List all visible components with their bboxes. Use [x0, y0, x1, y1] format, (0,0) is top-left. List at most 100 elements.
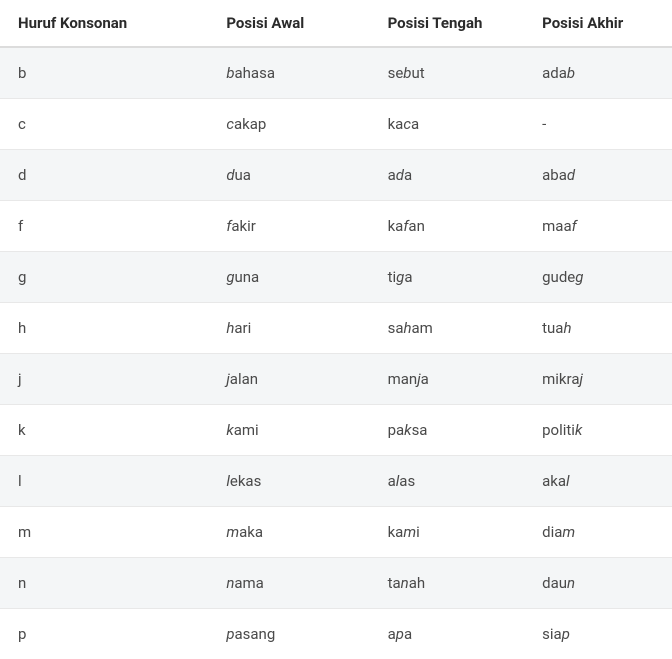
- cell-tengah-post: a: [421, 370, 429, 388]
- cell-konsonan: n: [0, 558, 208, 609]
- cell-tengah: tanah: [370, 558, 525, 609]
- cell-akhir: daun: [524, 558, 672, 609]
- cell-akhir-em: n: [567, 574, 575, 592]
- cell-tengah-post: as: [399, 472, 415, 490]
- konsonan-letter: g: [18, 268, 26, 286]
- cell-konsonan: k: [0, 405, 208, 456]
- table-body: bbahasasebutadabccakapkaca-dduaadaabadff…: [0, 47, 672, 659]
- cell-akhir-pre: sia: [542, 625, 562, 643]
- cell-akhir-pre: ada: [542, 64, 567, 82]
- cell-akhir: adab: [524, 47, 672, 99]
- cell-awal-post: ahasa: [235, 64, 275, 82]
- konsonan-letter: n: [18, 574, 26, 592]
- cell-akhir-em: h: [563, 319, 571, 337]
- cell-akhir: -: [524, 99, 672, 150]
- konsonan-letter: c: [18, 115, 26, 133]
- cell-awal-post: ari: [234, 319, 251, 337]
- cell-akhir-pre: mikra: [542, 370, 579, 388]
- cell-akhir-em: g: [575, 268, 583, 286]
- table-row: hharisahamtuah: [0, 303, 672, 354]
- cell-konsonan: m: [0, 507, 208, 558]
- cell-awal: dua: [208, 150, 369, 201]
- cell-tengah-pre: ti: [388, 268, 397, 286]
- cell-akhir: siap: [524, 609, 672, 659]
- cell-awal: guna: [208, 252, 369, 303]
- table-row: jjalanmanjamikraj: [0, 354, 672, 405]
- cell-akhir: politik: [524, 405, 672, 456]
- consonant-table: Huruf Konsonan Posisi Awal Posisi Tengah…: [0, 0, 672, 659]
- cell-tengah-pre: man: [388, 370, 418, 388]
- cell-tengah-em: k: [404, 421, 411, 439]
- cell-awal-em: c: [226, 115, 234, 133]
- cell-awal-post: una: [235, 268, 260, 286]
- cell-awal-post: ua: [235, 166, 251, 184]
- cell-tengah-post: a: [404, 268, 412, 286]
- cell-akhir-em: f: [572, 217, 577, 235]
- cell-tengah-em: p: [396, 625, 404, 643]
- col-header-awal: Posisi Awal: [208, 0, 369, 47]
- cell-konsonan: d: [0, 150, 208, 201]
- cell-konsonan: b: [0, 47, 208, 99]
- konsonan-letter: b: [18, 64, 26, 82]
- cell-tengah-em: n: [401, 574, 409, 592]
- cell-tengah-pre: ta: [388, 574, 401, 592]
- cell-tengah-pre: pa: [388, 421, 405, 439]
- cell-akhir-pre: -: [542, 115, 546, 133]
- cell-awal: lekas: [208, 456, 369, 507]
- cell-tengah: alas: [370, 456, 525, 507]
- cell-tengah-pre: ka: [388, 523, 404, 541]
- konsonan-letter: f: [18, 217, 23, 235]
- table-row: ffakirkafanmaaf: [0, 201, 672, 252]
- cell-akhir-em: d: [567, 166, 575, 184]
- cell-awal: pasang: [208, 609, 369, 659]
- konsonan-letter: j: [18, 370, 22, 388]
- cell-awal: maka: [208, 507, 369, 558]
- cell-tengah: saham: [370, 303, 525, 354]
- col-header-konsonan: Huruf Konsonan: [0, 0, 208, 47]
- cell-awal-em: p: [226, 625, 234, 643]
- cell-awal: cakap: [208, 99, 369, 150]
- cell-konsonan: f: [0, 201, 208, 252]
- cell-tengah-em: h: [403, 319, 411, 337]
- cell-tengah-pre: a: [388, 472, 396, 490]
- cell-akhir-pre: dau: [542, 574, 567, 592]
- cell-konsonan: h: [0, 303, 208, 354]
- col-header-akhir: Posisi Akhir: [524, 0, 672, 47]
- cell-akhir: gudeg: [524, 252, 672, 303]
- cell-awal-em: d: [226, 166, 234, 184]
- table-row: dduaadaabad: [0, 150, 672, 201]
- cell-awal-post: aka: [239, 523, 263, 541]
- cell-akhir-em: k: [575, 421, 582, 439]
- cell-tengah-em: m: [403, 523, 416, 541]
- konsonan-letter: d: [18, 166, 26, 184]
- cell-tengah-em: d: [396, 166, 404, 184]
- table-row: ccakapkaca-: [0, 99, 672, 150]
- cell-tengah: kami: [370, 507, 525, 558]
- table-row: ppasangapasiap: [0, 609, 672, 659]
- cell-akhir-em: b: [567, 64, 575, 82]
- konsonan-letter: l: [18, 472, 22, 490]
- cell-akhir: akal: [524, 456, 672, 507]
- cell-tengah: kaca: [370, 99, 525, 150]
- cell-awal-post: ami: [234, 421, 259, 439]
- cell-akhir-em: p: [562, 625, 570, 643]
- cell-tengah: paksa: [370, 405, 525, 456]
- cell-awal-em: k: [226, 421, 233, 439]
- cell-tengah-post: sa: [412, 421, 428, 439]
- konsonan-letter: h: [18, 319, 26, 337]
- cell-konsonan: l: [0, 456, 208, 507]
- konsonan-letter: k: [18, 421, 26, 439]
- table-container: Huruf Konsonan Posisi Awal Posisi Tengah…: [0, 0, 672, 659]
- cell-konsonan: c: [0, 99, 208, 150]
- konsonan-letter: p: [18, 625, 26, 643]
- cell-akhir-em: m: [562, 523, 575, 541]
- table-row: kkamipaksapolitik: [0, 405, 672, 456]
- cell-tengah-pre: ka: [388, 217, 404, 235]
- cell-awal: jalan: [208, 354, 369, 405]
- cell-awal-em: g: [226, 268, 234, 286]
- cell-awal-post: ama: [234, 574, 263, 592]
- table-row: l lekasalasakal: [0, 456, 672, 507]
- cell-tengah-pre: ka: [388, 115, 404, 133]
- cell-awal: fakir: [208, 201, 369, 252]
- cell-awal-post: akir: [231, 217, 256, 235]
